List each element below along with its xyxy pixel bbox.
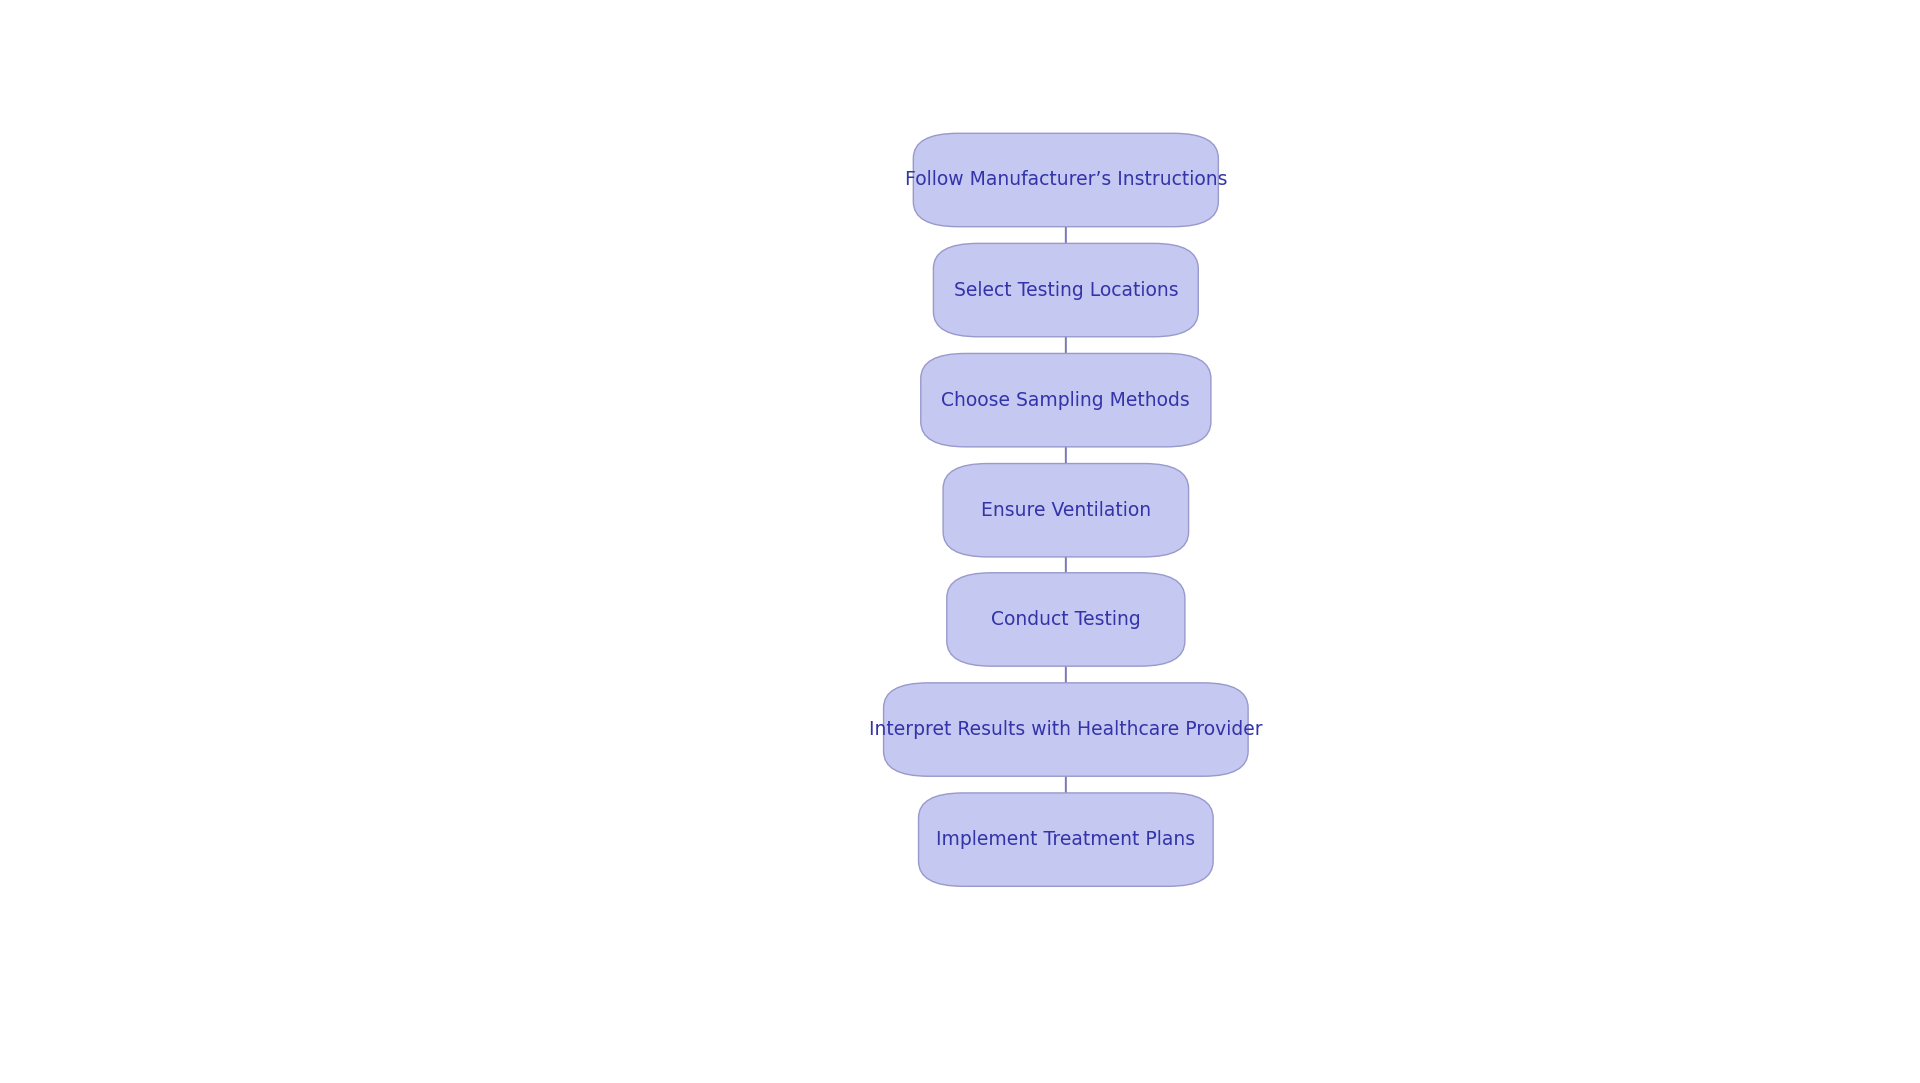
FancyBboxPatch shape bbox=[947, 573, 1185, 666]
Text: Choose Sampling Methods: Choose Sampling Methods bbox=[941, 391, 1190, 409]
FancyBboxPatch shape bbox=[922, 353, 1212, 447]
Text: Follow Manufacturer’s Instructions: Follow Manufacturer’s Instructions bbox=[904, 170, 1227, 190]
Text: Interpret Results with Healthcare Provider: Interpret Results with Healthcare Provid… bbox=[870, 720, 1263, 739]
Text: Ensure Ventilation: Ensure Ventilation bbox=[981, 500, 1150, 520]
FancyBboxPatch shape bbox=[918, 793, 1213, 886]
FancyBboxPatch shape bbox=[883, 683, 1248, 777]
Text: Conduct Testing: Conduct Testing bbox=[991, 610, 1140, 629]
FancyBboxPatch shape bbox=[943, 464, 1188, 557]
Text: Select Testing Locations: Select Testing Locations bbox=[954, 280, 1179, 300]
FancyBboxPatch shape bbox=[933, 244, 1198, 337]
FancyBboxPatch shape bbox=[914, 133, 1219, 226]
Text: Implement Treatment Plans: Implement Treatment Plans bbox=[937, 830, 1196, 849]
